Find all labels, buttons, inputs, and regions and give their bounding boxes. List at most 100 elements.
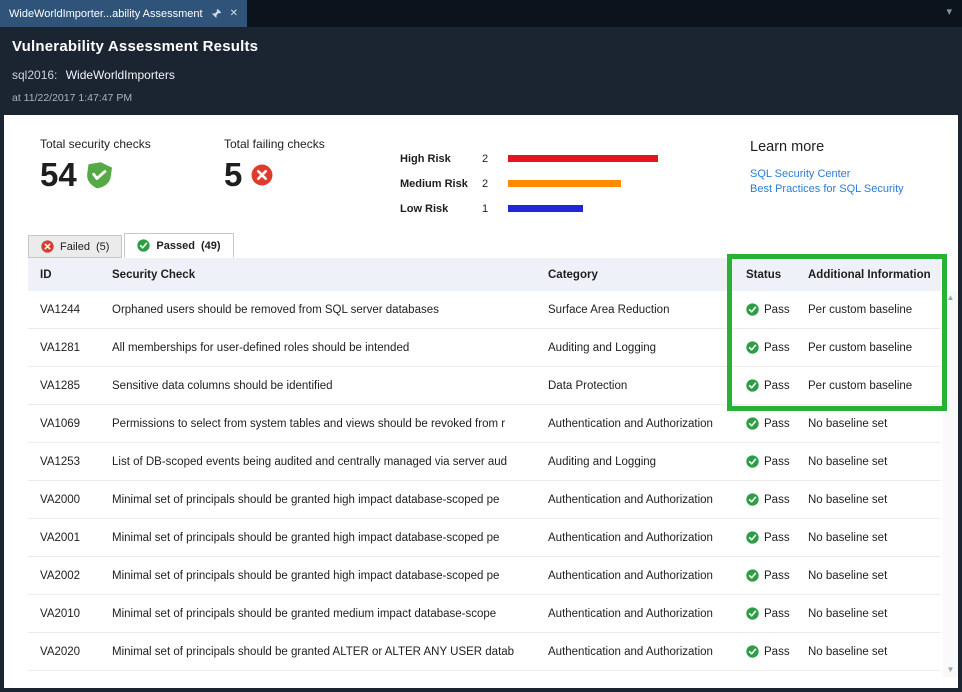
status-text: Pass [764, 645, 790, 658]
cell-category: Authentication and Authorization [548, 607, 713, 620]
server-line: sql2016: WideWorldImporters [12, 68, 950, 82]
risk-bar [508, 180, 621, 187]
cell-id: VA1281 [40, 341, 81, 354]
cell-status: Pass [734, 455, 796, 468]
cell-security-check: Minimal set of principals should be gran… [112, 645, 515, 658]
pass-icon [746, 341, 759, 354]
cell-additional-info: No baseline set [808, 417, 888, 430]
status-text: Pass [764, 303, 790, 316]
risk-row: Medium Risk 2 [400, 171, 658, 196]
cell-additional-info: No baseline set [808, 455, 888, 468]
scan-timestamp: at 11/22/2017 1:47:47 PM [12, 92, 133, 104]
shield-check-icon [86, 161, 112, 189]
cell-additional-info: No baseline set [808, 493, 888, 506]
cell-id: VA1253 [40, 455, 81, 468]
cell-status: Pass [734, 607, 796, 620]
cell-additional-info: Per custom baseline [808, 341, 913, 354]
document-tab[interactable]: WideWorldImporter...ability Assessment ✕ [0, 0, 247, 27]
cell-category: Auditing and Logging [548, 341, 657, 354]
vertical-scrollbar[interactable]: ▲ ▼ [943, 291, 958, 677]
cell-security-check: Sensitive data columns should be identif… [112, 379, 333, 392]
column-header-category: Category [548, 268, 598, 281]
failing-checks-metric: Total failing checks 5 [224, 137, 400, 191]
cell-security-check: All memberships for user-defined roles s… [112, 341, 410, 354]
cell-security-check: Minimal set of principals should be gran… [112, 569, 500, 582]
column-header-status: Status [746, 268, 782, 281]
cell-status: Pass [734, 531, 796, 544]
cell-status: Pass [734, 569, 796, 582]
table-row[interactable]: VA2002 Minimal set of principals should … [28, 557, 941, 595]
cell-security-check: Minimal set of principals should be gran… [112, 493, 500, 506]
tab-failed-label: Failed [60, 240, 90, 253]
pass-icon [746, 417, 759, 430]
tab-passed-count: (49) [200, 239, 221, 252]
document-tab-bar: WideWorldImporter...ability Assessment ✕… [0, 0, 962, 27]
risk-legend: High Risk 2 Medium Risk 2 Low Risk 1 [400, 137, 658, 221]
pass-icon [746, 607, 759, 620]
pass-icon [746, 569, 759, 582]
pass-icon [746, 493, 759, 506]
status-text: Pass [764, 569, 790, 582]
total-checks-label: Total security checks [40, 137, 151, 151]
scroll-up-icon[interactable]: ▲ [946, 293, 955, 302]
cell-id: VA1285 [40, 379, 81, 392]
cell-id: VA2010 [40, 607, 81, 620]
table-row[interactable]: VA1281 All memberships for user-defined … [28, 329, 941, 367]
table-row[interactable]: VA1285 Sensitive data columns should be … [28, 367, 941, 405]
cell-additional-info: No baseline set [808, 569, 888, 582]
results-panel: Total security checks 54 Total failing c… [4, 115, 958, 688]
link-best-practices[interactable]: Best Practices for SQL Security [750, 183, 904, 195]
cell-category: Authentication and Authorization [548, 531, 713, 544]
status-text: Pass [764, 531, 790, 544]
document-tab-title: WideWorldImporter...ability Assessment [9, 7, 203, 20]
risk-bar [508, 155, 658, 162]
chevron-down-icon[interactable]: ▾ [946, 6, 952, 18]
cell-additional-info: Per custom baseline [808, 303, 913, 316]
cell-security-check: Permissions to select from system tables… [112, 417, 506, 430]
total-checks-value: 54 [40, 156, 77, 193]
cell-id: VA2001 [40, 531, 81, 544]
cell-category: Authentication and Authorization [548, 645, 713, 658]
table-row[interactable]: VA1253 List of DB-scoped events being au… [28, 443, 941, 481]
cell-additional-info: No baseline set [808, 645, 888, 658]
pass-icon [746, 645, 759, 658]
close-icon[interactable]: ✕ [229, 8, 238, 19]
scroll-down-icon[interactable]: ▼ [946, 665, 955, 674]
risk-row: High Risk 2 [400, 146, 658, 171]
cell-id: VA2000 [40, 493, 81, 506]
pass-icon [746, 303, 759, 316]
tab-passed[interactable]: Passed (49) [124, 233, 234, 258]
risk-row: Low Risk 1 [400, 196, 658, 221]
status-text: Pass [764, 417, 790, 430]
cell-category: Auditing and Logging [548, 455, 657, 468]
results-table: ID Security Check Category Status Additi… [28, 258, 941, 677]
cell-id: VA2002 [40, 569, 81, 582]
status-text: Pass [764, 493, 790, 506]
column-header-id: ID [40, 268, 52, 281]
risk-bar [508, 205, 583, 212]
cell-status: Pass [734, 493, 796, 506]
cell-category: Surface Area Reduction [548, 303, 670, 316]
table-row[interactable]: VA2000 Minimal set of principals should … [28, 481, 941, 519]
table-row[interactable]: VA1244 Orphaned users should be removed … [28, 291, 941, 329]
table-row[interactable]: VA2001 Minimal set of principals should … [28, 519, 941, 557]
table-row[interactable]: VA2010 Minimal set of principals should … [28, 595, 941, 633]
table-row[interactable]: VA2020 Minimal set of principals should … [28, 633, 941, 671]
link-sql-security-center[interactable]: SQL Security Center [750, 168, 851, 180]
tab-failed[interactable]: Failed (5) [28, 235, 123, 258]
table-body: VA1244 Orphaned users should be removed … [28, 291, 941, 671]
failing-checks-value: 5 [224, 156, 243, 193]
cell-security-check: Minimal set of principals should be gran… [112, 531, 500, 544]
cell-security-check: List of DB-scoped events being audited a… [112, 455, 508, 468]
pin-icon[interactable] [211, 8, 222, 19]
cell-category: Authentication and Authorization [548, 493, 713, 506]
failing-checks-label: Total failing checks [224, 137, 325, 151]
table-row[interactable]: VA1069 Permissions to select from system… [28, 405, 941, 443]
total-checks-metric: Total security checks 54 [40, 137, 224, 191]
table-header-row: ID Security Check Category Status Additi… [28, 258, 941, 291]
result-tabstrip: Failed (5) Passed (49) [4, 232, 958, 258]
status-text: Pass [764, 341, 790, 354]
cell-additional-info: Per custom baseline [808, 379, 913, 392]
cell-category: Authentication and Authorization [548, 569, 713, 582]
pass-icon [746, 531, 759, 544]
